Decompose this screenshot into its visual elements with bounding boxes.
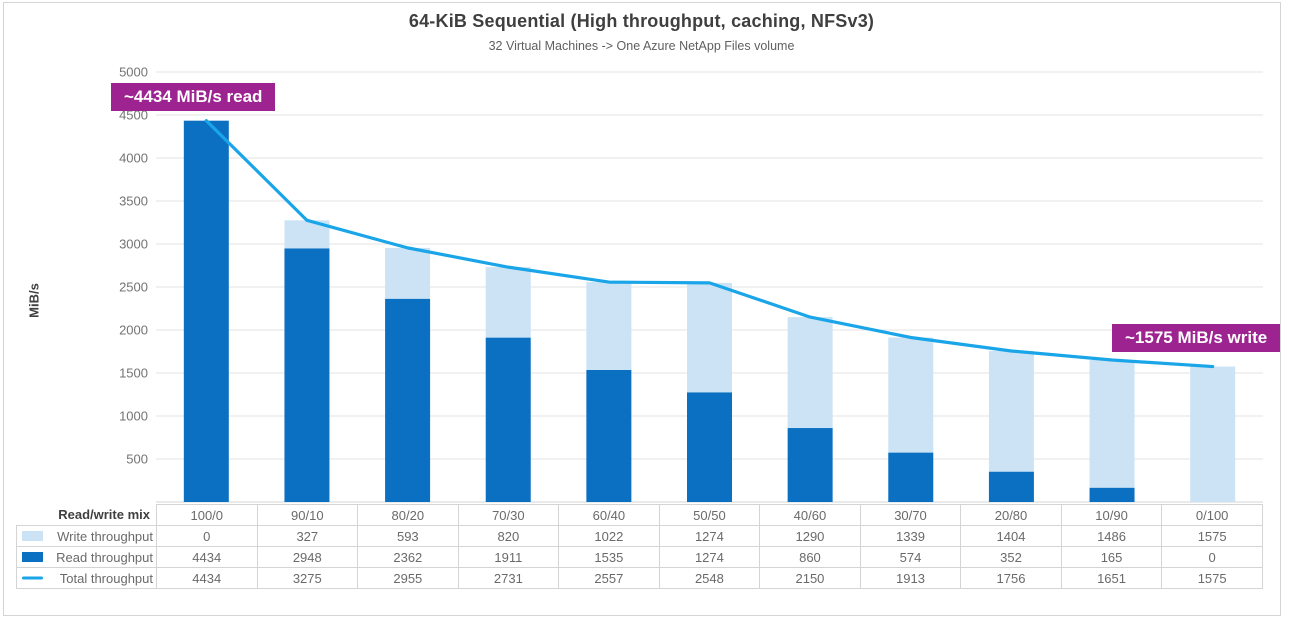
category-cell: 100/0 [156, 504, 258, 526]
value-cell: 2955 [357, 567, 459, 589]
category-cell: 50/50 [658, 504, 761, 526]
table-row: Write throughput 0 327 593 820 1022 1274 1290 13… [16, 525, 1263, 547]
y-tick-label: 4000 [119, 151, 148, 166]
value-cell: 2150 [759, 567, 861, 589]
category-cell: 90/10 [256, 504, 359, 526]
read-bar-segment [988, 471, 1034, 502]
legend-label: Total throughput [59, 570, 153, 586]
write-bar-segment [787, 317, 833, 429]
y-tick-label: 1500 [119, 366, 148, 381]
value-cell: 165 [1060, 546, 1163, 568]
value-cell: 860 [759, 546, 861, 568]
category-cell: 60/40 [558, 504, 660, 526]
x-axis-title: Read/write mix [16, 504, 157, 526]
value-cell: 1535 [558, 546, 660, 568]
category-cell: 80/20 [357, 504, 459, 526]
write-bar-segment [687, 282, 732, 393]
value-cell: 1756 [960, 567, 1062, 589]
write-bar-segment [1190, 366, 1236, 502]
y-tick-label: 5000 [119, 65, 148, 80]
table-row: Total throughput 4434 3275 2955 2731 2557 2548… [16, 567, 1263, 589]
chart-subtitle: 32 Virtual Machines -> One Azure NetApp … [488, 39, 795, 53]
value-cell: 2362 [357, 546, 459, 568]
table-row: Read throughput 4434 2948 2362 1911 1535 1274 8… [16, 546, 1263, 568]
value-cell: 2557 [558, 567, 660, 589]
y-tick-label: 4500 [119, 108, 148, 123]
category-cell: 70/30 [457, 504, 560, 526]
value-cell: 1274 [658, 546, 761, 568]
read-bar-segment [787, 428, 833, 502]
write-bar-segment [988, 350, 1034, 472]
value-cell: 2731 [457, 567, 560, 589]
annotation-write-callout: ~1575 MiB/s write [1112, 324, 1281, 352]
read-bar-segment [586, 369, 632, 502]
value-cell: 1913 [859, 567, 962, 589]
value-cell: 1274 [658, 525, 761, 547]
value-cell: 327 [256, 525, 359, 547]
value-cell: 820 [457, 525, 560, 547]
read-bar-segment [888, 452, 934, 502]
chart-data-table: Read/write mix 100/0 90/10 80/20 70/30 60/40 5… [16, 504, 1263, 589]
read-bar-segment [1089, 487, 1135, 502]
category-cell: 0/100 [1161, 504, 1263, 526]
value-cell: 1290 [759, 525, 861, 547]
legend-label: Read throughput [56, 549, 153, 565]
value-cell: 2948 [256, 546, 359, 568]
category-cell: 10/90 [1060, 504, 1163, 526]
read-bar-segment [183, 120, 229, 503]
value-cell: 1486 [1060, 525, 1163, 547]
write-series-swatch-icon [22, 531, 43, 541]
total-throughput-line [204, 119, 1215, 369]
write-bar-segment [485, 267, 531, 338]
value-cell: 3275 [256, 567, 359, 589]
value-cell: 0 [156, 525, 258, 547]
value-cell: 352 [960, 546, 1062, 568]
value-cell: 1575 [1161, 567, 1263, 589]
value-cell: 574 [859, 546, 962, 568]
value-cell: 1022 [558, 525, 660, 547]
legend-read-throughput: Read throughput [16, 546, 157, 568]
annotation-read-callout: ~4434 MiB/s read [111, 83, 276, 111]
value-cell: 1404 [960, 525, 1062, 547]
category-cell: 30/70 [859, 504, 962, 526]
y-tick-label: 1000 [119, 409, 148, 424]
read-bar-segment [385, 298, 431, 502]
value-cell: 1339 [859, 525, 962, 547]
read-bar-segment [485, 337, 531, 502]
y-tick-label: 3000 [119, 237, 148, 252]
legend-label: Write throughput [57, 528, 153, 544]
legend-write-throughput: Write throughput [16, 525, 157, 547]
plot-area: 500 1000 1500 2000 2500 3000 3500 4000 4500 5000 [119, 65, 1263, 503]
value-cell: 4434 [156, 567, 258, 589]
value-cell: 1575 [1161, 525, 1263, 547]
value-cell: 0 [1161, 546, 1263, 568]
value-cell: 593 [357, 525, 459, 547]
write-bar-segment [1089, 360, 1135, 488]
read-series-swatch-icon [22, 552, 43, 562]
y-tick-label: 3500 [119, 194, 148, 209]
y-tick-label: 2000 [119, 323, 148, 338]
category-cell: 40/60 [759, 504, 861, 526]
total-series-swatch-icon [22, 576, 43, 580]
read-bar-segment [687, 392, 732, 502]
write-bar-segment [586, 282, 632, 370]
read-bar-segment [284, 248, 330, 502]
value-cell: 4434 [156, 546, 258, 568]
chart-title: 64-KiB Sequential (High throughput, cach… [408, 11, 875, 31]
category-cell: 20/80 [960, 504, 1062, 526]
y-tick-label: 500 [126, 452, 148, 467]
y-tick-label: 2500 [119, 280, 148, 295]
legend-total-throughput: Total throughput [16, 567, 157, 589]
value-cell: 1911 [457, 546, 560, 568]
value-cell: 2548 [658, 567, 761, 589]
write-bar-segment [888, 337, 934, 453]
write-bar-segment [385, 247, 431, 299]
value-cell: 1651 [1060, 567, 1163, 589]
